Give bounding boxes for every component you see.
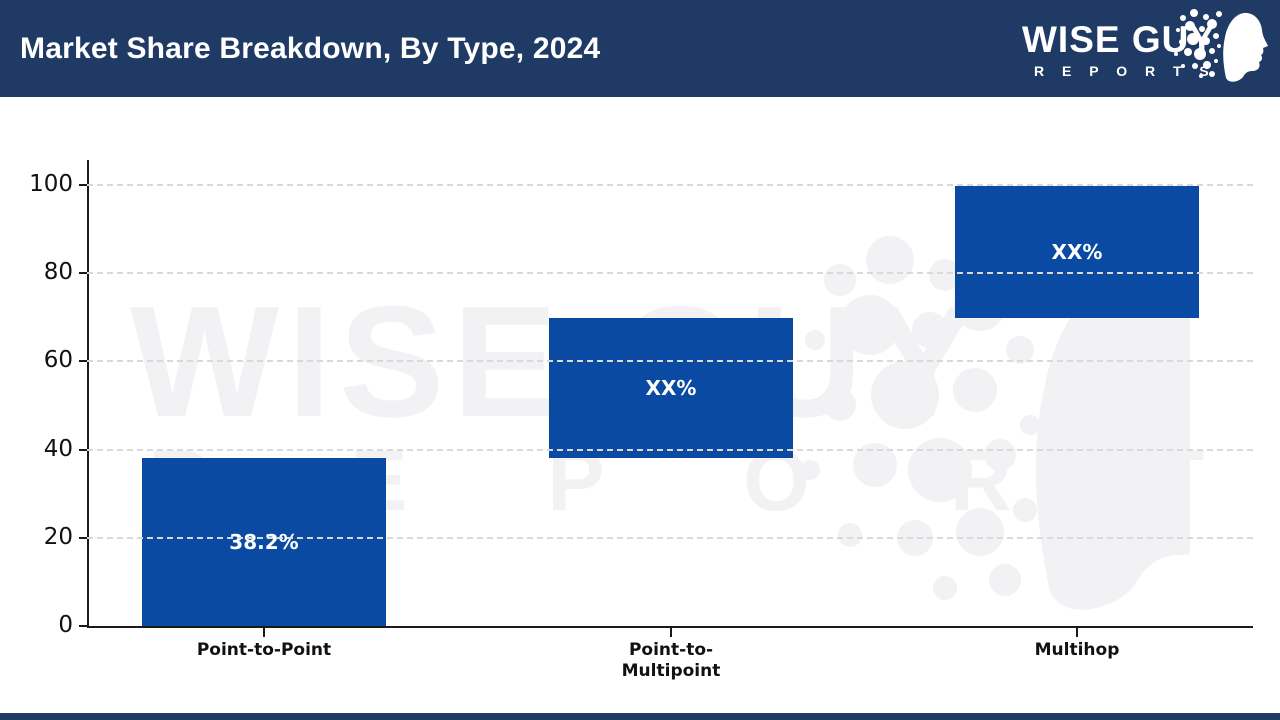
y-axis-tick <box>79 625 87 627</box>
x-axis-line <box>87 626 1253 628</box>
gridline <box>87 360 1253 363</box>
bar-value-label: XX% <box>645 375 697 400</box>
logo-subtitle: R E P O R T S <box>1034 63 1216 79</box>
y-axis-tick-label: 60 <box>43 347 73 374</box>
y-axis-tick-label: 0 <box>58 612 73 638</box>
y-axis-tick <box>79 536 87 539</box>
y-axis-tick <box>79 360 87 363</box>
gridline <box>87 448 1253 451</box>
footer-band <box>0 713 1280 720</box>
gridline <box>87 536 1253 539</box>
bar-segment: 38.2% <box>142 457 386 626</box>
x-axis-tick <box>670 628 672 637</box>
bar-segment: XX% <box>955 185 1199 319</box>
bar-chart: 38.2% XX% XX% 0 20 40 60 80 100 Point-to-Point Poi… <box>0 97 1280 713</box>
gridline <box>87 272 1253 275</box>
y-axis-tick <box>79 272 87 275</box>
bar-segment: XX% <box>549 318 793 458</box>
page-title: Market Share Breakdown, By Type, 2024 <box>20 31 601 65</box>
bar-value-label: 38.2% <box>229 529 299 554</box>
gridline <box>87 184 1253 186</box>
y-axis-tick-label: 40 <box>43 435 73 462</box>
y-axis-tick-label: 20 <box>43 523 73 550</box>
x-axis-category-label: Point-to- Multipoint <box>621 640 721 681</box>
x-axis-category-label: Multihop <box>1034 640 1120 660</box>
y-axis-tick-label: 100 <box>29 171 73 197</box>
y-axis-tick <box>79 184 87 186</box>
x-axis-tick <box>263 628 265 637</box>
logo-dot-cluster <box>1174 9 1222 78</box>
logo-face-icon <box>1223 12 1268 82</box>
x-axis-tick <box>1076 628 1078 637</box>
header-band: Market Share Breakdown, By Type, 2024 WI… <box>0 0 1280 97</box>
bar-value-label: XX% <box>1051 240 1103 265</box>
wise-guy-reports-logo: WISE GUY R E P O R T S <box>1022 9 1268 82</box>
y-axis-line <box>87 160 89 628</box>
y-axis-tick-label: 80 <box>43 259 73 286</box>
y-axis-tick <box>79 448 87 451</box>
x-axis-category-label: Point-to-Point <box>196 640 332 660</box>
